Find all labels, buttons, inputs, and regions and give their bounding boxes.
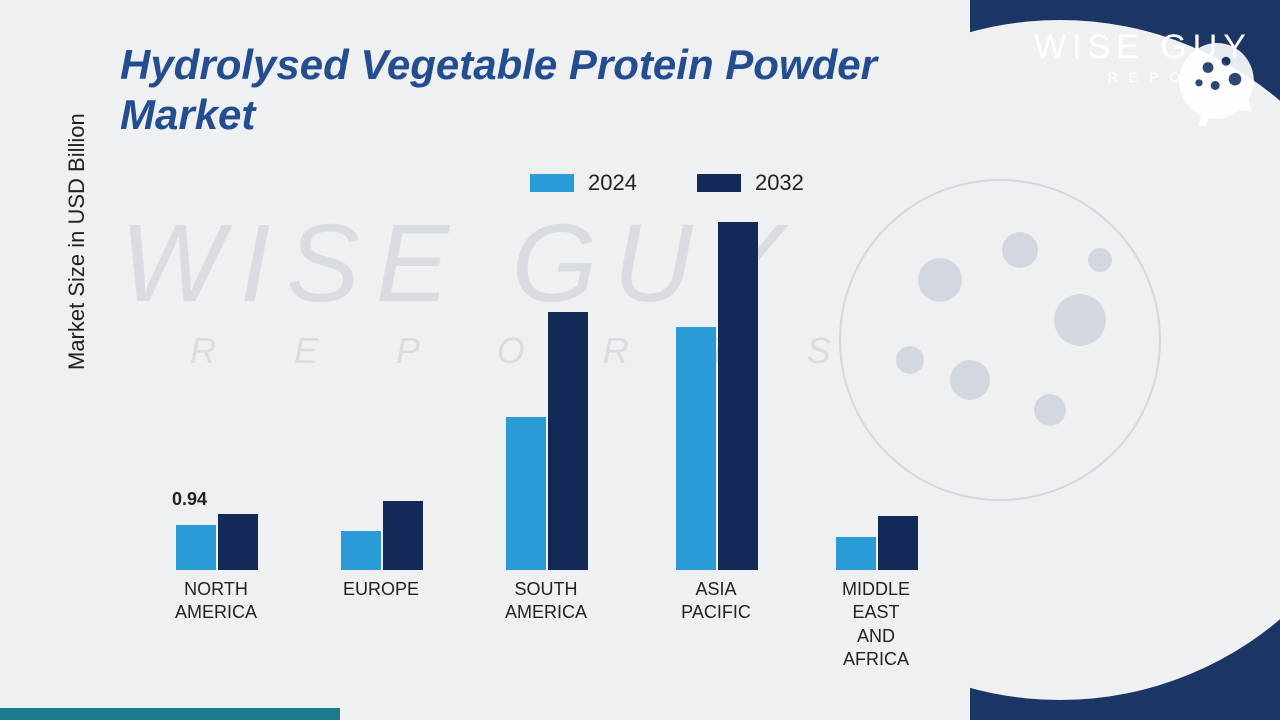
bar-2024 — [176, 525, 216, 570]
x-axis-label: MIDDLEEASTANDAFRICA — [811, 578, 941, 672]
bar-2024 — [676, 327, 716, 570]
brand-head-icon — [1172, 36, 1262, 126]
bar-2032 — [548, 312, 588, 570]
bar-2032 — [218, 514, 258, 570]
y-axis-label: Market Size in USD Billion — [64, 113, 90, 370]
legend-item-2024: 2024 — [530, 170, 637, 196]
chart-title: Hydrolysed Vegetable Protein Powder Mark… — [120, 40, 880, 141]
bar-2032 — [718, 222, 758, 570]
bottom-accent-bar — [0, 708, 340, 720]
legend-label-2024: 2024 — [588, 170, 637, 196]
x-axis-label: SOUTHAMERICA — [481, 578, 611, 625]
bar-group — [176, 514, 258, 570]
legend-label-2032: 2032 — [755, 170, 804, 196]
bar-2032 — [383, 501, 423, 570]
bar-2024 — [836, 537, 876, 570]
x-axis-label: ASIAPACIFIC — [651, 578, 781, 625]
bar-2032 — [878, 516, 918, 570]
bar-2024 — [506, 417, 546, 570]
plot-area: 0.94 — [136, 210, 970, 570]
bar-2024 — [341, 531, 381, 570]
brand-logo: WISE GUY REPORTS — [1034, 28, 1252, 85]
x-axis-label: NORTHAMERICA — [151, 578, 281, 625]
legend-swatch-2024 — [530, 174, 574, 192]
legend-item-2032: 2032 — [697, 170, 804, 196]
legend: 2024 2032 — [530, 170, 804, 196]
bar-chart: Market Size in USD Billion 2024 2032 0.9… — [100, 170, 970, 670]
bar-group — [836, 516, 918, 570]
bar-group — [676, 222, 758, 570]
value-label: 0.94 — [172, 489, 207, 510]
x-axis-label: EUROPE — [316, 578, 446, 601]
legend-swatch-2032 — [697, 174, 741, 192]
bar-group — [506, 312, 588, 570]
bar-group — [341, 501, 423, 570]
